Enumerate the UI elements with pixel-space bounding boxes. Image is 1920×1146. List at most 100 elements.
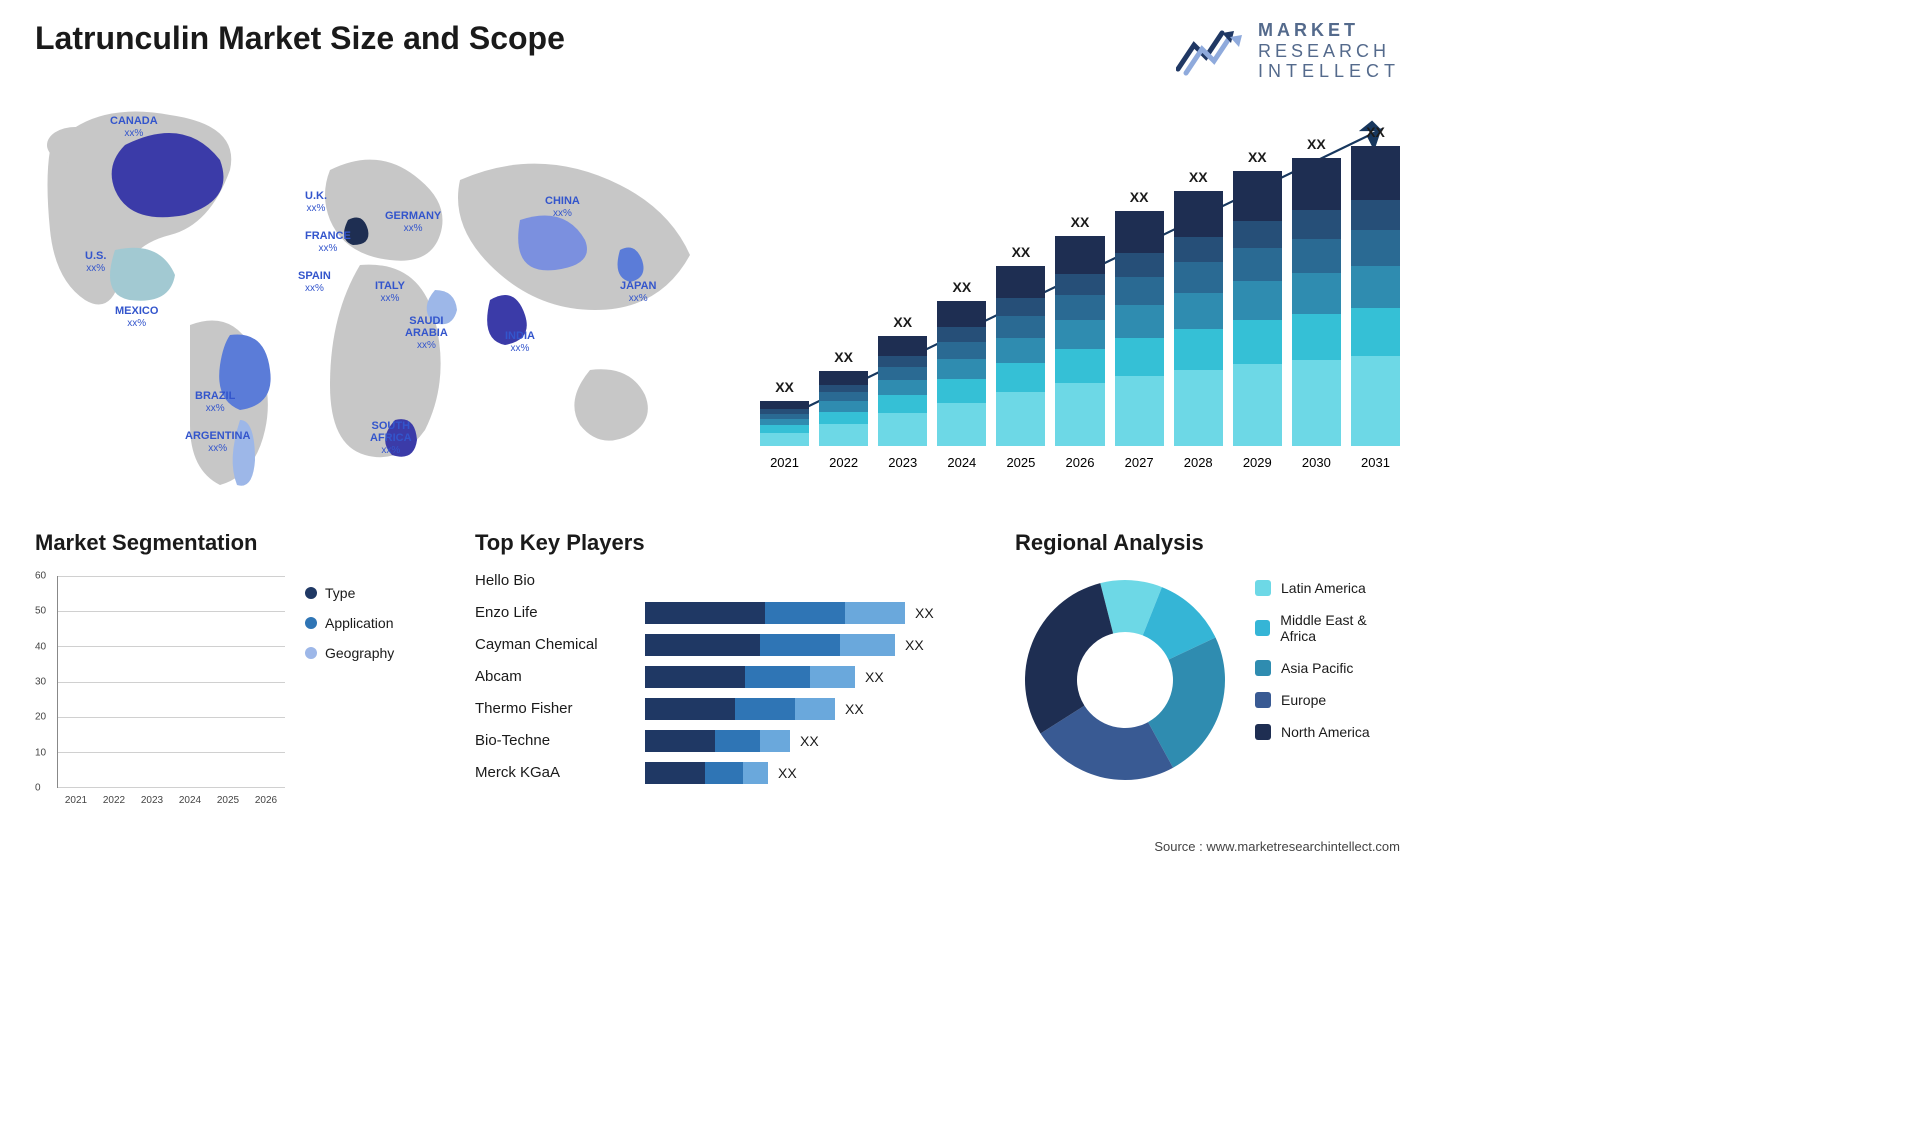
player-bar-value: XX	[915, 605, 934, 621]
growth-bar-value: XX	[1366, 124, 1385, 140]
growth-bar-2022: XX	[819, 349, 868, 446]
brand-logo: MARKET RESEARCH INTELLECT	[1176, 20, 1400, 82]
seg-ytick: 30	[35, 677, 46, 688]
growth-xaxis-label: 2022	[819, 455, 868, 470]
player-bars: XXXXXXXXXXXX	[645, 570, 985, 784]
player-bar-value: XX	[778, 765, 797, 781]
seg-xaxis-label: 2022	[99, 795, 129, 806]
map-label-u-k-: U.K.xx%	[305, 190, 327, 214]
player-bar-row: XX	[645, 666, 985, 688]
segmentation-chart: 0102030405060 202120222023202420252026	[35, 576, 285, 806]
seg-ytick: 0	[35, 783, 41, 794]
key-players-panel: Top Key Players Hello Bio Enzo Life Cayman…	[475, 530, 985, 820]
player-label: Thermo Fisher	[475, 698, 635, 720]
page-title: Latrunculin Market Size and Scope	[35, 20, 565, 57]
growth-bar-value: XX	[1071, 214, 1090, 230]
player-bar-row: XX	[645, 698, 985, 720]
growth-bar-2030: XX	[1292, 136, 1341, 446]
regional-legend: Latin America Middle East & Africa Asia Pa…	[1255, 580, 1400, 740]
growth-xaxis-label: 2031	[1351, 455, 1400, 470]
growth-bar-value: XX	[952, 279, 971, 295]
seg-ytick: 10	[35, 747, 46, 758]
regional-panel: Regional Analysis Latin America Middle Ea…	[1015, 530, 1400, 820]
map-label-brazil: BRAZILxx%	[195, 390, 235, 414]
player-name-labels: Hello Bio Enzo Life Cayman Chemical Abcam Th…	[475, 570, 635, 784]
map-label-south-africa: SOUTHAFRICAxx%	[370, 420, 412, 456]
growth-bar-2029: XX	[1233, 149, 1282, 446]
growth-bar-value: XX	[1189, 169, 1208, 185]
seg-legend-item: Type	[305, 585, 394, 601]
growth-bar-value: XX	[1307, 136, 1326, 152]
seg-xaxis-label: 2021	[61, 795, 91, 806]
growth-bar-value: XX	[775, 379, 794, 395]
key-players-title: Top Key Players	[475, 530, 985, 556]
growth-bar-2028: XX	[1174, 169, 1223, 446]
region-legend-item: North America	[1255, 724, 1400, 740]
player-bar-value: XX	[800, 733, 819, 749]
seg-xaxis-label: 2025	[213, 795, 243, 806]
map-label-saudi-arabia: SAUDIARABIAxx%	[405, 315, 448, 351]
seg-ytick: 20	[35, 712, 46, 723]
map-label-japan: JAPANxx%	[620, 280, 656, 304]
segmentation-legend: Type Application Geography	[305, 585, 394, 675]
regional-donut	[1015, 570, 1235, 790]
world-map-panel: CANADAxx% U.S.xx% MEXICOxx% BRAZILxx% ARGENT…	[30, 90, 730, 490]
player-label: Abcam	[475, 666, 635, 688]
player-label: Merck KGaA	[475, 762, 635, 784]
region-legend-item: Latin America	[1255, 580, 1400, 596]
player-bar-row: XX	[645, 602, 985, 624]
seg-legend-item: Application	[305, 615, 394, 631]
logo-line2: RESEARCH	[1258, 41, 1400, 62]
growth-xaxis-label: 2026	[1055, 455, 1104, 470]
player-bar-row: XX	[645, 634, 985, 656]
logo-line3: INTELLECT	[1258, 61, 1400, 82]
growth-bar-value: XX	[1012, 244, 1031, 260]
growth-bar-value: XX	[1130, 189, 1149, 205]
map-label-france: FRANCExx%	[305, 230, 351, 254]
growth-stacked-bar-chart: XXXXXXXXXXXXXXXXXXXXXX 20212022202320242…	[760, 100, 1400, 470]
seg-ytick: 60	[35, 571, 46, 582]
growth-xaxis-label: 2021	[760, 455, 809, 470]
growth-xaxis-label: 2025	[996, 455, 1045, 470]
growth-bar-value: XX	[1248, 149, 1267, 165]
map-label-argentina: ARGENTINAxx%	[185, 430, 250, 454]
map-label-spain: SPAINxx%	[298, 270, 331, 294]
logo-icon	[1176, 25, 1246, 77]
seg-xaxis-label: 2024	[175, 795, 205, 806]
map-label-mexico: MEXICOxx%	[115, 305, 158, 329]
growth-xaxis-label: 2024	[937, 455, 986, 470]
map-label-india: INDIAxx%	[505, 330, 535, 354]
growth-bar-2025: XX	[996, 244, 1045, 446]
growth-bar-2023: XX	[878, 314, 927, 446]
player-label: Enzo Life	[475, 602, 635, 624]
region-legend-item: Middle East & Africa	[1255, 612, 1400, 644]
growth-xaxis-label: 2030	[1292, 455, 1341, 470]
segmentation-panel: Market Segmentation 0 10 20 30 40 50 60 2021 20…	[35, 530, 445, 820]
region-legend-item: Asia Pacific	[1255, 660, 1400, 676]
map-label-canada: CANADAxx%	[110, 115, 158, 139]
seg-legend-item: Geography	[305, 645, 394, 661]
player-bar-value: XX	[905, 637, 924, 653]
regional-title: Regional Analysis	[1015, 530, 1400, 556]
seg-xaxis-label: 2026	[251, 795, 281, 806]
player-bar-value: XX	[865, 669, 884, 685]
player-label: Bio-Techne	[475, 730, 635, 752]
map-label-italy: ITALYxx%	[375, 280, 405, 304]
seg-xaxis-label: 2023	[137, 795, 167, 806]
player-bar-row: XX	[645, 762, 985, 784]
seg-ytick: 40	[35, 641, 46, 652]
growth-xaxis-label: 2027	[1115, 455, 1164, 470]
segmentation-title: Market Segmentation	[35, 530, 445, 556]
map-label-u-s-: U.S.xx%	[85, 250, 106, 274]
growth-bar-2024: XX	[937, 279, 986, 446]
donut-slice	[1025, 583, 1113, 733]
growth-bar-2021: XX	[760, 379, 809, 446]
player-label: Cayman Chemical	[475, 634, 635, 656]
player-bar-value: XX	[845, 701, 864, 717]
growth-xaxis-label: 2023	[878, 455, 927, 470]
map-label-germany: GERMANYxx%	[385, 210, 441, 234]
player-bar-row	[645, 570, 985, 592]
seg-ytick: 50	[35, 606, 46, 617]
growth-bar-2026: XX	[1055, 214, 1104, 446]
player-label: Hello Bio	[475, 570, 635, 592]
